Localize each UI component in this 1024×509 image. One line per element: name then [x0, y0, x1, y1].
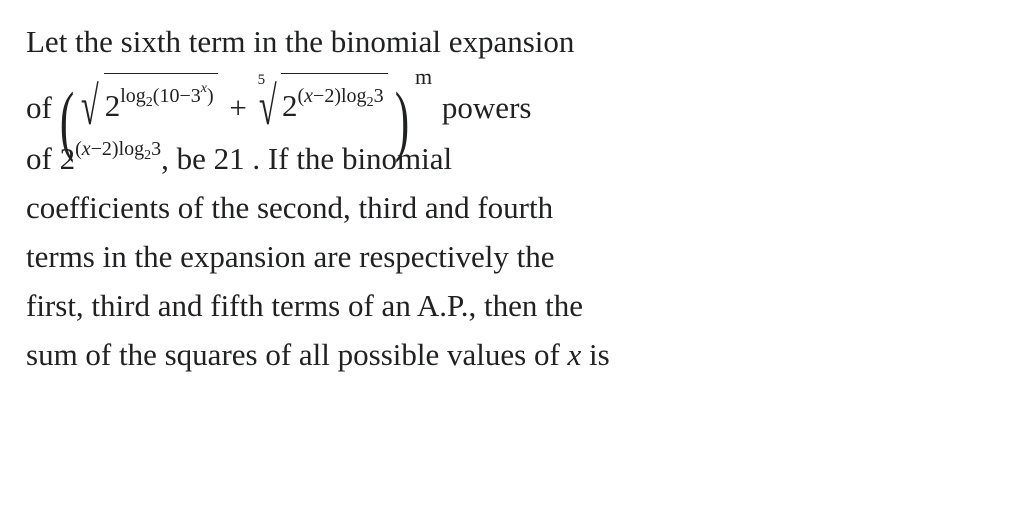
- math-problem-text: Let the sixth term in the binomial expan…: [0, 0, 1024, 398]
- outer-exponent-m: m: [415, 64, 432, 89]
- line-7: sum of the squares of all possible value…: [26, 331, 998, 380]
- line-3: of 2(x−2)log23 , be 21 . If the binomial: [26, 135, 998, 184]
- text: of: [26, 141, 60, 176]
- vinculum: 2(x−2)log23: [281, 73, 388, 125]
- exponent: (x−2)log23: [297, 85, 383, 107]
- base-2: 2: [105, 88, 121, 123]
- base-2: 2: [282, 88, 298, 123]
- text: Let the sixth term in the binomial expan…: [26, 24, 574, 59]
- power-expression: 2(x−2)log23: [60, 135, 162, 184]
- line-5: terms in the expansion are respectively …: [26, 233, 998, 282]
- vinculum: 2log2(10−3x): [104, 73, 218, 125]
- sqrt-term-a: √ 2log2(10−3x): [81, 73, 217, 133]
- line-2: of ( √ 2log2(10−3x) + 5 √ 2(x−2)log: [26, 73, 998, 133]
- exponent: (x−2)log23: [75, 138, 161, 160]
- text: . If the binomial: [245, 141, 452, 176]
- plus-sign: +: [229, 90, 246, 125]
- text: sum of the squares of all possible value…: [26, 337, 568, 372]
- text: of: [26, 90, 60, 125]
- text: is: [581, 337, 609, 372]
- value-21: 21: [214, 141, 245, 176]
- line-4: coefficients of the second, third and fo…: [26, 184, 998, 233]
- line-6: first, third and fifth terms of an A.P.,…: [26, 282, 998, 331]
- text: powers: [442, 90, 532, 125]
- line-1: Let the sixth term in the binomial expan…: [26, 18, 998, 67]
- sqrt-term-b: 5 √ 2(x−2)log23: [259, 73, 388, 133]
- var-x: x: [568, 337, 582, 372]
- text: , be: [161, 141, 214, 176]
- big-expression: ( √ 2log2(10−3x) + 5 √ 2(x−2)log23: [60, 73, 435, 133]
- exponent: log2(10−3x): [120, 85, 213, 107]
